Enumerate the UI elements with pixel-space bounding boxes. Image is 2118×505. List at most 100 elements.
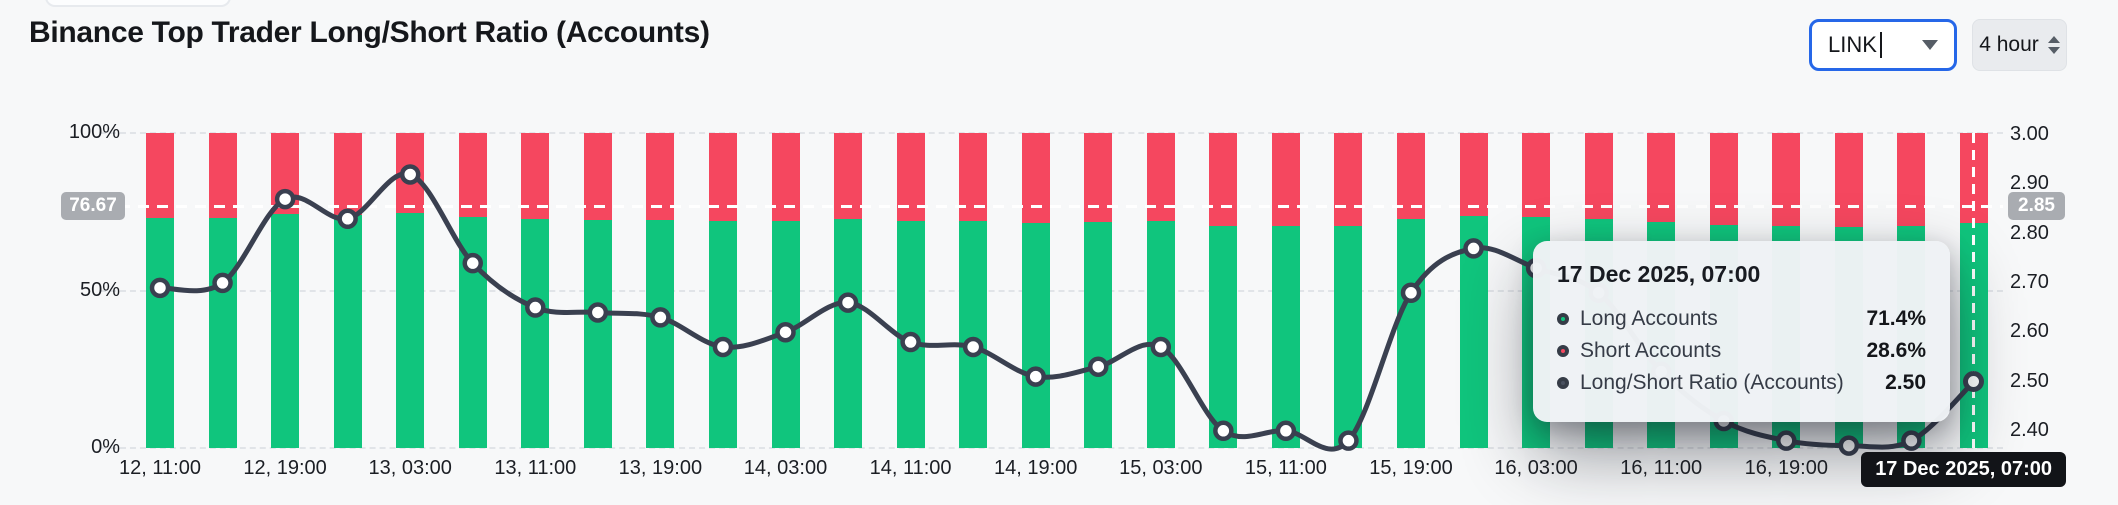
short-bar-segment[interactable] [1522, 133, 1551, 218]
long-bar-segment[interactable] [834, 218, 863, 448]
chart-tooltip: 17 Dec 2025, 07:00 Long Accounts 71.4% Sho… [1533, 241, 1950, 422]
ratio-point[interactable] [587, 302, 609, 323]
x-axis-tick-label: 12, 19:00 [243, 457, 327, 479]
ratio-point[interactable] [1776, 430, 1797, 451]
ratio-point[interactable] [1838, 435, 1860, 456]
short-bar-segment[interactable] [583, 133, 612, 220]
short-bar-segment[interactable] [333, 133, 362, 216]
ratio-point[interactable] [775, 321, 796, 343]
tooltip-row: Short Accounts 28.6% [1557, 335, 1926, 367]
long-bar-segment[interactable] [1084, 222, 1113, 448]
ratio-point[interactable] [1150, 336, 1172, 358]
crosshair-date-label: 17 Dec 2025, 07:00 [1861, 452, 2066, 487]
crosshair-ratio-point[interactable] [1963, 371, 1985, 392]
interval-select[interactable]: 4 hour [1972, 19, 2067, 71]
x-axis-tick-label: 12, 11:00 [119, 457, 201, 479]
short-bar-segment[interactable] [646, 133, 675, 220]
short-bar-segment[interactable] [1271, 133, 1300, 226]
long-bar-segment[interactable] [208, 218, 237, 448]
short-bar-segment[interactable] [208, 133, 237, 219]
short-bar-segment[interactable] [1584, 133, 1613, 219]
x-axis-tick-label: 16, 03:00 [1494, 457, 1578, 479]
crosshair-horizontal-line [100, 205, 2003, 209]
tooltip-series-label: Short Accounts [1580, 339, 1722, 362]
long-bar-segment[interactable] [396, 213, 425, 448]
ratio-point[interactable] [900, 331, 921, 353]
ratio-point[interactable] [1338, 430, 1359, 451]
x-axis-tick-label: 14, 11:00 [869, 457, 952, 479]
short-bar-segment[interactable] [834, 133, 863, 219]
ratio-point[interactable] [962, 336, 984, 358]
ratio-dot-icon [1557, 377, 1569, 389]
x-axis-tick-label: 14, 03:00 [743, 457, 828, 479]
short-bar-segment[interactable] [1209, 133, 1238, 226]
short-bar-segment[interactable] [1772, 133, 1801, 227]
long-bar-segment[interactable] [521, 219, 550, 448]
interval-select-value: 4 hour [1979, 33, 2039, 56]
ratio-point[interactable] [1025, 366, 1046, 387]
chevron-down-icon [2047, 47, 2060, 54]
tooltip-series-value: 28.6% [1866, 339, 1926, 362]
tooltip-series-value: 2.50 [1885, 371, 1926, 394]
tooltip-title: 17 Dec 2025, 07:00 [1557, 261, 1761, 287]
short-bar-segment[interactable] [1334, 133, 1363, 227]
ratio-point[interactable] [337, 208, 358, 230]
short-bar-segment[interactable] [1459, 133, 1488, 217]
tooltip-series-label: Long/Short Ratio (Accounts) [1580, 371, 1844, 394]
ratio-point[interactable] [650, 307, 671, 328]
short-bar-segment[interactable] [1397, 133, 1425, 219]
chevron-up-icon [2047, 36, 2060, 43]
short-bar-segment[interactable] [1834, 133, 1863, 227]
ratio-point[interactable] [1901, 430, 1922, 451]
long-bar-segment[interactable] [1271, 225, 1300, 448]
page-title: Binance Top Trader Long/Short Ratio (Acc… [29, 16, 710, 49]
up-down-spinner-icon[interactable] [2047, 36, 2060, 54]
long-bar-segment[interactable] [583, 219, 612, 448]
ratio-point[interactable] [837, 292, 859, 313]
ratio-point[interactable] [149, 277, 171, 299]
ratio-point[interactable] [1213, 420, 1234, 442]
short-accounts-dot-icon [1557, 345, 1569, 357]
long-bar-segment[interactable] [271, 214, 300, 448]
ratio-point[interactable] [399, 164, 421, 185]
grid-line [100, 132, 2003, 134]
long-bar-segment[interactable] [1334, 226, 1363, 448]
ratio-point[interactable] [1088, 356, 1109, 377]
long-bar-segment[interactable] [1146, 221, 1175, 448]
right-axis-tick-label: 2.70 [2010, 270, 2049, 293]
chevron-down-icon[interactable] [1922, 40, 1938, 50]
short-bar-segment[interactable] [1897, 133, 1926, 227]
short-bar-segment[interactable] [521, 133, 550, 220]
ratio-point[interactable] [1275, 420, 1297, 442]
ratio-point[interactable] [462, 252, 483, 274]
short-bar-segment[interactable] [458, 133, 487, 218]
short-bar-segment[interactable] [1709, 133, 1738, 225]
right-axis-tick-label: 2.80 [2010, 221, 2049, 244]
long-bar-segment[interactable] [708, 221, 737, 448]
x-axis-tick-label: 16, 19:00 [1744, 457, 1828, 479]
ratio-point[interactable] [212, 272, 233, 294]
short-bar-segment[interactable] [146, 133, 174, 219]
symbol-select[interactable]: LINK [1809, 19, 1957, 71]
ratio-point[interactable] [712, 336, 734, 358]
ratio-point[interactable] [1400, 282, 1422, 304]
long-bar-segment[interactable] [1209, 225, 1238, 448]
long-bar-segment[interactable] [1021, 222, 1050, 448]
x-axis-tick-label: 13, 19:00 [618, 457, 703, 479]
x-axis-tick-label: 15, 11:00 [1244, 457, 1327, 479]
right-axis-tick-label: 2.60 [2010, 320, 2049, 343]
long-bar-segment[interactable] [959, 221, 988, 448]
ratio-point[interactable] [274, 188, 296, 210]
x-axis-tick-label: 13, 11:00 [494, 457, 577, 479]
ratio-point[interactable] [1463, 238, 1484, 259]
long-bar-segment[interactable] [1397, 218, 1425, 448]
long-bar-segment[interactable] [646, 219, 675, 448]
tooltip-row: Long Accounts 71.4% [1557, 303, 1926, 335]
long-bar-segment[interactable] [333, 215, 362, 448]
ratio-point[interactable] [525, 297, 546, 318]
left-axis-tick-label: 100% [68, 121, 120, 143]
crosshair-vertical-line [1972, 133, 1976, 448]
tooltip-row: Long/Short Ratio (Accounts) 2.50 [1557, 367, 1926, 399]
long-bar-segment[interactable] [146, 218, 174, 448]
